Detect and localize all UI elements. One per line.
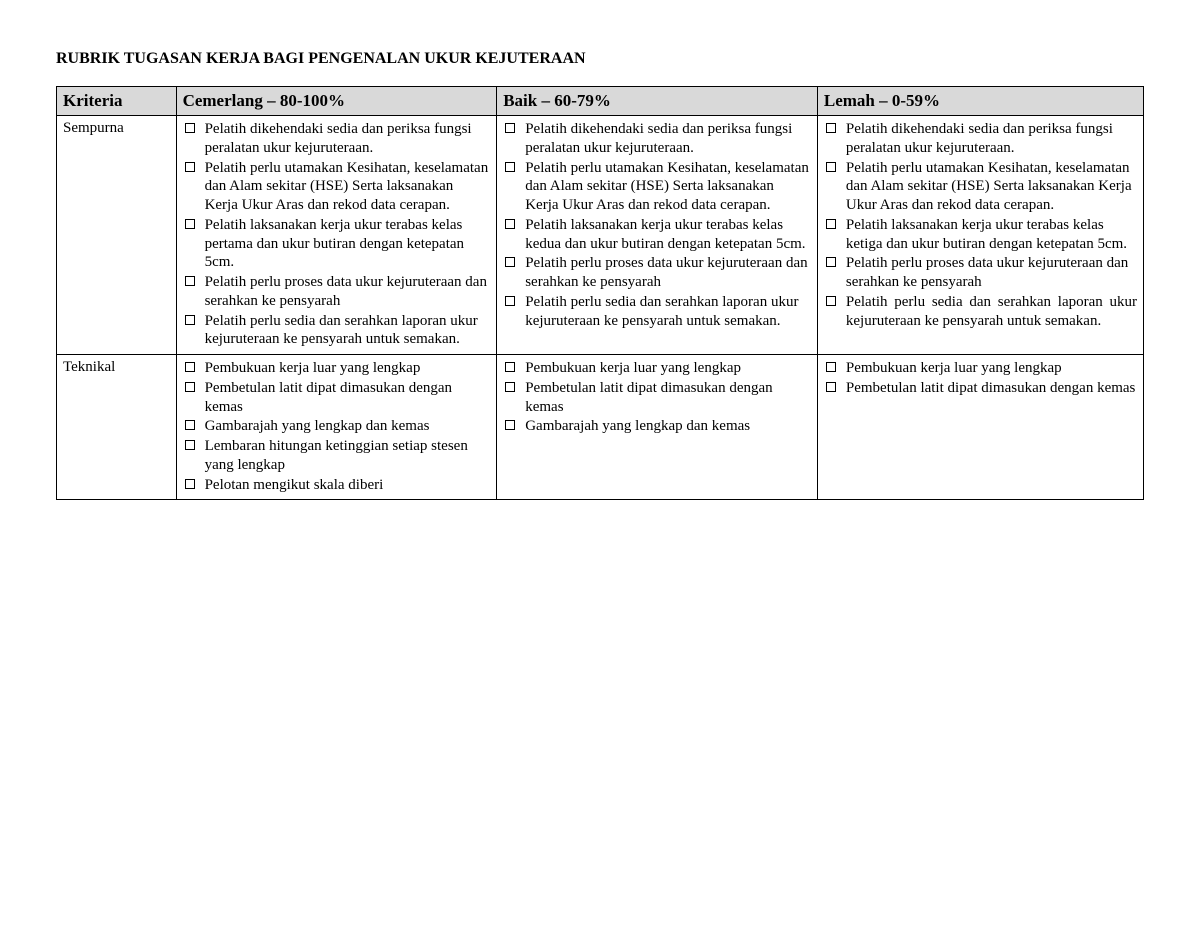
checklist-item: Pelatih perlu sedia dan serahkan laporan… [824,293,1137,331]
header-excellent: Cemerlang – 80-100% [176,87,497,116]
checklist: Pembukuan kerja luar yang lengkapPembetu… [183,359,491,494]
checklist-item: Pelatih laksanakan kerja ukur terabas ke… [824,216,1137,254]
checklist: Pelatih dikehendaki sedia dan periksa fu… [183,120,491,349]
rubric-table: Kriteria Cemerlang – 80-100% Baik – 60-7… [56,86,1144,500]
table-row: SempurnaPelatih dikehendaki sedia dan pe… [57,116,1144,355]
checklist-item: Pelatih dikehendaki sedia dan periksa fu… [824,120,1137,158]
header-weak: Lemah – 0-59% [817,87,1143,116]
checklist-item: Pembukuan kerja luar yang lengkap [503,359,811,378]
checklist: Pembukuan kerja luar yang lengkapPembetu… [503,359,811,436]
checklist-item: Pelatih perlu proses data ukur kejuruter… [824,254,1137,292]
checklist-item: Gambarajah yang lengkap dan kemas [183,417,491,436]
page-title: RUBRIK TUGASAN KERJA BAGI PENGENALAN UKU… [56,50,1144,68]
good-cell: Pelatih dikehendaki sedia dan periksa fu… [497,116,818,355]
criteria-cell: Teknikal [57,355,177,500]
checklist: Pembukuan kerja luar yang lengkapPembetu… [824,359,1137,398]
excellent-cell: Pembukuan kerja luar yang lengkapPembetu… [176,355,497,500]
criteria-cell: Sempurna [57,116,177,355]
good-cell: Pembukuan kerja luar yang lengkapPembetu… [497,355,818,500]
excellent-cell: Pelatih dikehendaki sedia dan periksa fu… [176,116,497,355]
checklist-item: Pembetulan latit dipat dimasukan dengan … [503,379,811,417]
checklist: Pelatih dikehendaki sedia dan periksa fu… [824,120,1137,330]
checklist-item: Pelotan mengikut skala diberi [183,476,491,495]
checklist-item: Pelatih perlu sedia dan serahkan laporan… [183,312,491,350]
checklist-item: Pembetulan latit dipat dimasukan dengan … [183,379,491,417]
checklist-item: Pelatih perlu proses data ukur kejuruter… [183,273,491,311]
checklist-item: Pelatih perlu utamakan Kesihatan, kesela… [183,159,491,215]
table-header-row: Kriteria Cemerlang – 80-100% Baik – 60-7… [57,87,1144,116]
checklist-item: Pembetulan latit dipat dimasukan dengan … [824,379,1137,398]
checklist-item: Pelatih perlu utamakan Kesihatan, kesela… [503,159,811,215]
weak-cell: Pelatih dikehendaki sedia dan periksa fu… [817,116,1143,355]
weak-cell: Pembukuan kerja luar yang lengkapPembetu… [817,355,1143,500]
checklist-item: Pelatih dikehendaki sedia dan periksa fu… [503,120,811,158]
table-row: TeknikalPembukuan kerja luar yang lengka… [57,355,1144,500]
checklist-item: Pelatih dikehendaki sedia dan periksa fu… [183,120,491,158]
checklist-item: Pelatih perlu proses data ukur kejuruter… [503,254,811,292]
checklist-item: Pelatih perlu sedia dan serahkan laporan… [503,293,811,331]
checklist-item: Pelatih perlu utamakan Kesihatan, kesela… [824,159,1137,215]
checklist-item: Pembukuan kerja luar yang lengkap [183,359,491,378]
checklist-item: Gambarajah yang lengkap dan kemas [503,417,811,436]
header-criteria: Kriteria [57,87,177,116]
checklist-item: Pembukuan kerja luar yang lengkap [824,359,1137,378]
checklist-item: Lembaran hitungan ketinggian setiap stes… [183,437,491,475]
checklist: Pelatih dikehendaki sedia dan periksa fu… [503,120,811,330]
checklist-item: Pelatih laksanakan kerja ukur terabas ke… [503,216,811,254]
rubric-body: SempurnaPelatih dikehendaki sedia dan pe… [57,116,1144,500]
checklist-item: Pelatih laksanakan kerja ukur terabas ke… [183,216,491,272]
header-good: Baik – 60-79% [497,87,818,116]
